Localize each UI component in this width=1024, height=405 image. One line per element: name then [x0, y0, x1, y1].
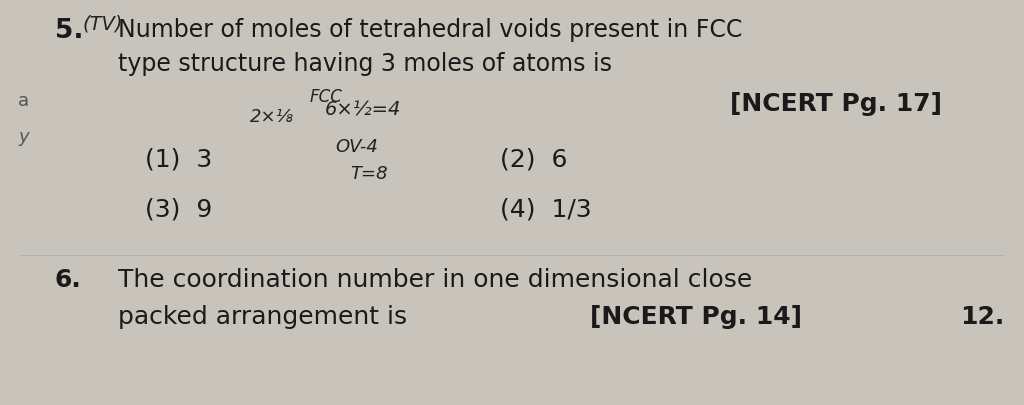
Text: type structure having 3 moles of atoms is: type structure having 3 moles of atoms i…	[118, 52, 612, 76]
Text: OV-4: OV-4	[335, 138, 378, 156]
Text: a: a	[18, 92, 29, 110]
Text: 6×½=4: 6×½=4	[325, 100, 401, 119]
Text: (TV): (TV)	[82, 14, 123, 33]
Text: [NCERT Pg. 14]: [NCERT Pg. 14]	[590, 305, 802, 329]
Text: [NCERT Pg. 17]: [NCERT Pg. 17]	[730, 92, 942, 116]
Text: 12.: 12.	[961, 305, 1005, 329]
Text: FCC: FCC	[310, 88, 343, 106]
Text: y: y	[18, 128, 29, 146]
Text: (2)  6: (2) 6	[500, 148, 567, 172]
Text: 6.: 6.	[55, 268, 82, 292]
Text: (4)  1/3: (4) 1/3	[500, 198, 592, 222]
Text: (3)  9: (3) 9	[145, 198, 212, 222]
Text: T=8: T=8	[350, 165, 388, 183]
Text: Number of moles of tetrahedral voids present in FCC: Number of moles of tetrahedral voids pre…	[118, 18, 742, 42]
Text: (1)  3: (1) 3	[145, 148, 212, 172]
Text: The coordination number in one dimensional close: The coordination number in one dimension…	[118, 268, 753, 292]
Text: 2×⅛: 2×⅛	[250, 108, 294, 126]
Text: packed arrangement is: packed arrangement is	[118, 305, 408, 329]
Text: 5.: 5.	[55, 18, 84, 44]
